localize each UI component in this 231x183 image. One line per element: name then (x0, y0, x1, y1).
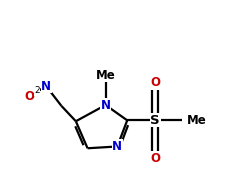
Text: S: S (150, 114, 160, 127)
Text: O: O (24, 90, 34, 103)
Text: Me: Me (96, 69, 116, 82)
Text: O: O (150, 152, 160, 165)
Text: 2: 2 (34, 86, 40, 95)
Text: N: N (100, 98, 111, 111)
Text: Me: Me (187, 114, 207, 127)
Text: N: N (112, 140, 122, 153)
Text: N: N (41, 80, 51, 93)
Text: O: O (150, 76, 160, 89)
